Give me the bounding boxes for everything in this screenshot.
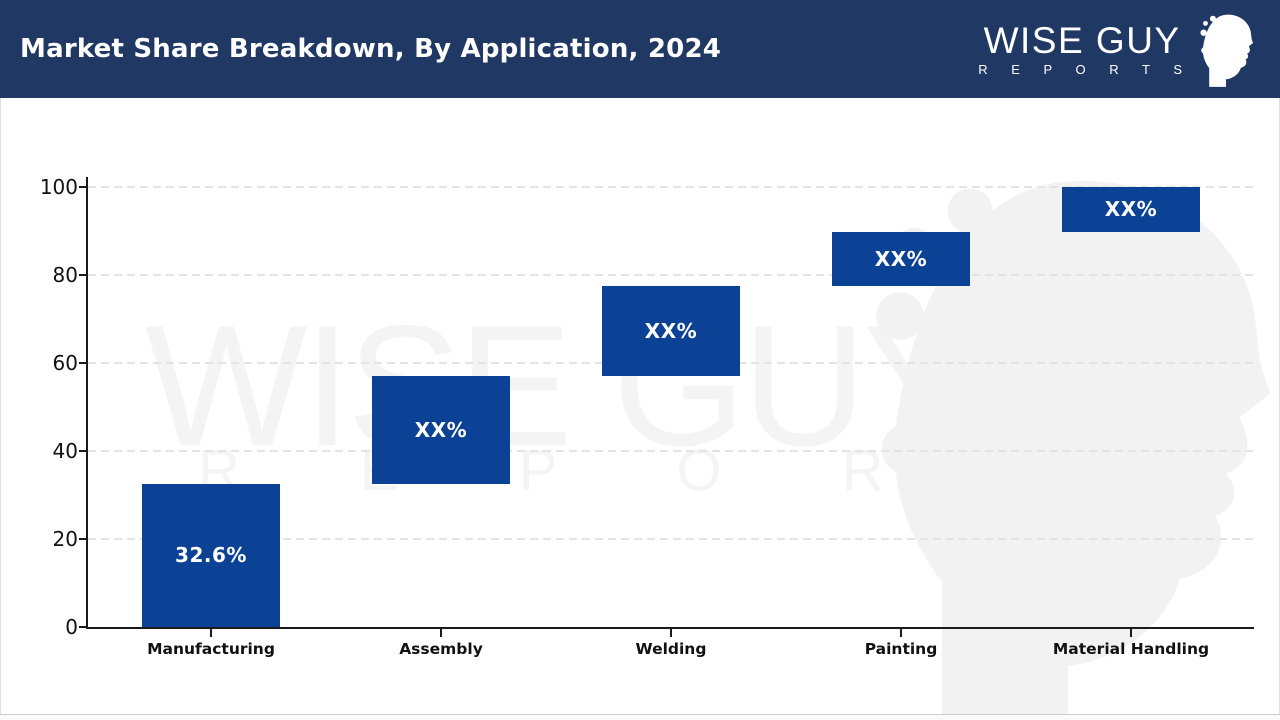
y-tick-0 [79,626,86,628]
y-axis-line [86,177,88,629]
bar-assembly: XX% [372,375,510,484]
bar-welding: XX% [602,286,740,376]
x-tick-1 [440,629,442,637]
bar-painting: XX% [832,231,970,286]
y-tick-label-20: 20 [52,527,78,551]
bar-value-label: 32.6% [175,543,247,568]
y-tick-100 [79,186,86,188]
y-tick-label-60: 60 [52,351,78,375]
x-tick-label-1: Assembly [399,640,483,658]
x-tick-label-3: Painting [864,640,938,658]
brand-subname: R E P O R T S [978,62,1192,77]
bar-value-label: XX% [874,246,928,271]
x-tick-3 [900,629,902,637]
page-title: Market Share Breakdown, By Application, … [20,34,722,64]
y-tick-label-100: 100 [39,175,78,199]
y-tick-label-40: 40 [52,439,78,463]
gridline-20 [88,538,1254,540]
x-tick-4 [1130,629,1132,637]
brand-logo-text: WISE GUY R E P O R T S [972,22,1192,76]
bar-manufacturing: 32.6% [142,483,280,627]
x-tick-label-0: Manufacturing [147,640,275,658]
x-tick-2 [670,629,672,637]
watermark-wise-guy: WISE GUY [145,290,977,482]
bar-material-handling: XX% [1062,187,1200,232]
brand-face-icon [1200,14,1254,87]
bar-value-label: XX% [414,417,468,442]
gridline-100 [88,186,1254,188]
footer-divider [0,714,1280,715]
gridline-80 [88,274,1254,276]
gridline-40 [88,450,1254,452]
y-tick-80 [79,274,86,276]
left-border [0,98,1,715]
x-axis-line [86,627,1254,629]
bar-value-label: XX% [1104,197,1158,222]
y-tick-60 [79,362,86,364]
brand-logo: WISE GUY R E P O R T S [972,12,1254,87]
header-bar: Market Share Breakdown, By Application, … [0,0,1280,98]
x-tick-0 [210,629,212,637]
brand-name: WISE GUY [983,20,1181,61]
y-tick-40 [79,450,86,452]
y-tick-label-80: 80 [52,263,78,287]
x-tick-label-2: Welding [635,640,707,658]
y-tick-label-0: 0 [65,615,78,639]
footer-strip [0,715,1280,720]
y-tick-20 [79,538,86,540]
x-tick-label-4: Material Handling [1052,640,1210,658]
bar-value-label: XX% [644,318,698,343]
